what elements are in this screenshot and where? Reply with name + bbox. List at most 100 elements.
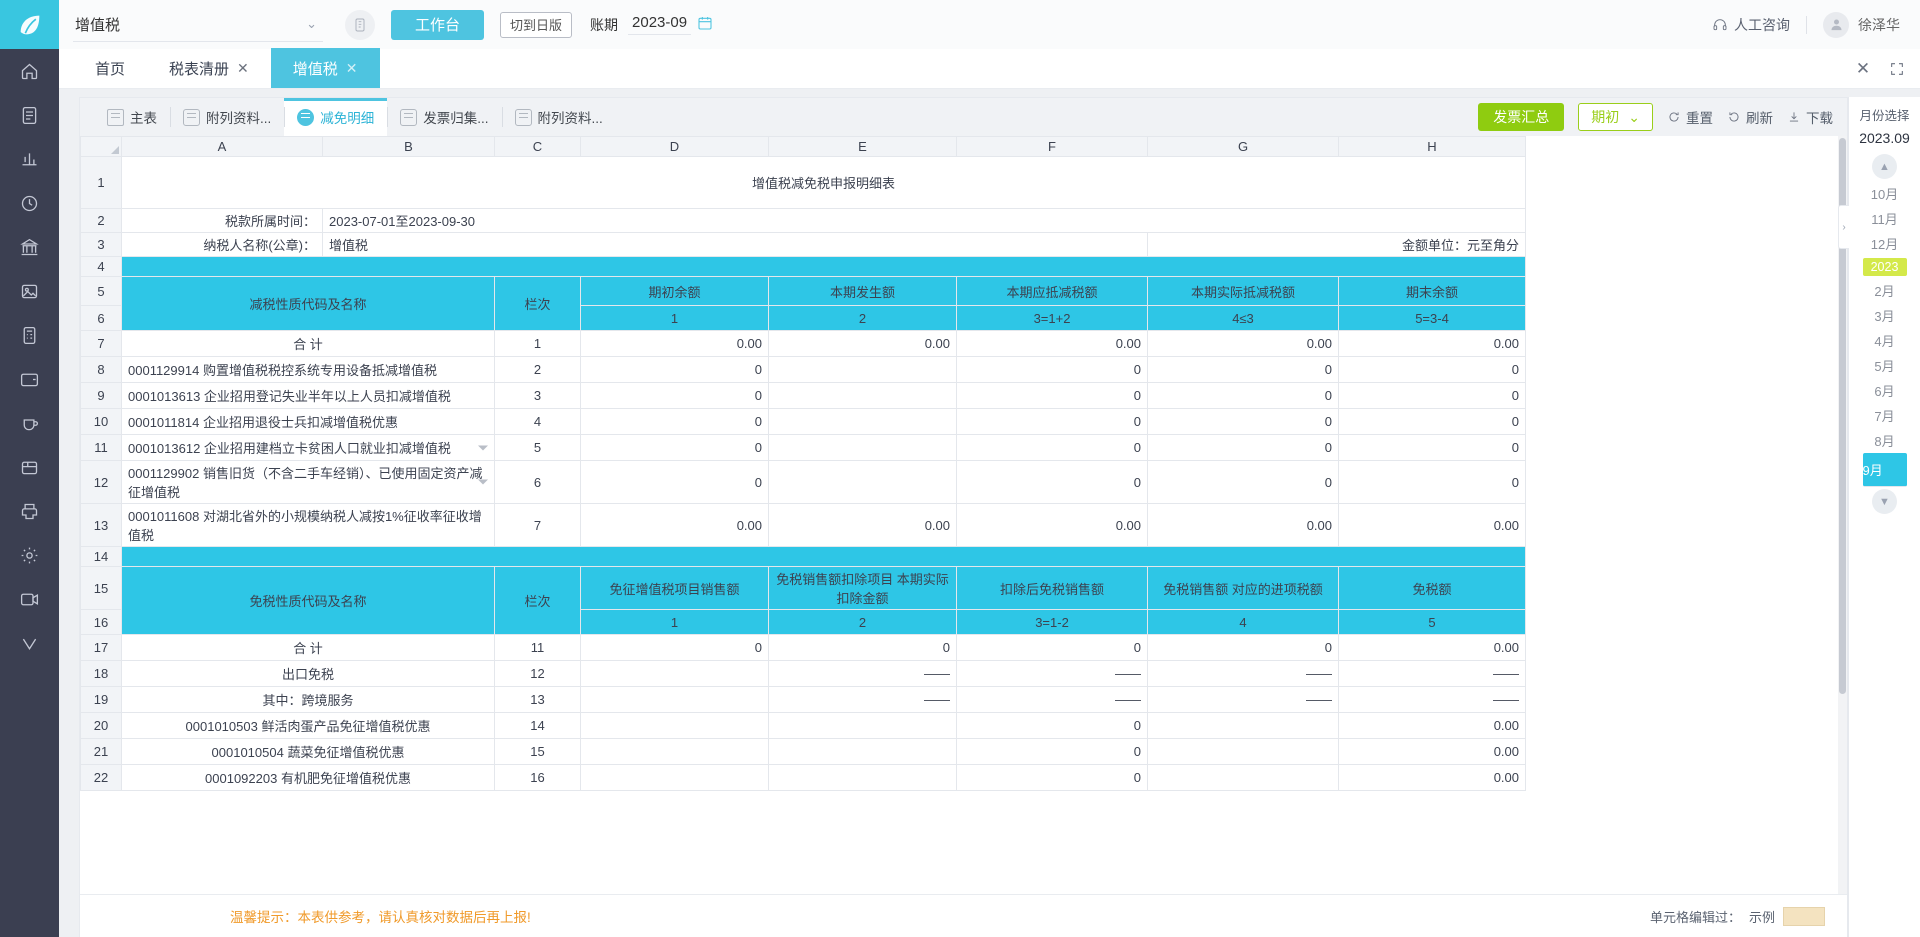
t2-head-line[interactable]: 栏次: [494, 566, 581, 635]
cell-value[interactable]: 0: [580, 382, 769, 409]
subtab-main-table[interactable]: 主表: [94, 98, 170, 136]
cell-line[interactable]: 16: [494, 764, 581, 791]
sidebar-item-cup[interactable]: [0, 401, 59, 445]
cell-value[interactable]: 0.00: [1338, 764, 1526, 791]
cell-value[interactable]: 0: [580, 356, 769, 383]
row-header[interactable]: 3: [80, 232, 122, 257]
cell-value[interactable]: ——: [956, 660, 1148, 687]
row-header[interactable]: 14: [80, 546, 122, 567]
t2-head-num-3[interactable]: 3=1-2: [956, 609, 1148, 635]
scrollbar-thumb[interactable]: [1839, 138, 1846, 694]
cell-value[interactable]: ——: [768, 686, 957, 713]
cell-value[interactable]: 0: [1338, 356, 1526, 383]
tab-tax-list[interactable]: 税表清册 ✕: [147, 48, 271, 88]
cell-name[interactable]: 0001129902 销售旧货（不含二手车经销）、已使用固定资产减征增值税: [121, 460, 495, 504]
cell-value[interactable]: 0: [956, 764, 1148, 791]
cell-value[interactable]: 0: [1147, 434, 1339, 461]
month-option-2[interactable]: 2月: [1874, 284, 1895, 299]
t1-head-num-1[interactable]: 1: [580, 305, 769, 331]
row-header[interactable]: 11: [80, 434, 122, 461]
cell-value[interactable]: [580, 712, 769, 739]
t2-head-num-1[interactable]: 1: [580, 609, 769, 635]
t1-head-name[interactable]: 减税性质代码及名称: [121, 276, 495, 331]
spreadsheet[interactable]: A B C D E F G H 1: [80, 136, 1838, 894]
t1-head-num-2[interactable]: 2: [768, 305, 957, 331]
cell-value[interactable]: [1147, 738, 1339, 765]
close-icon[interactable]: ✕: [345, 59, 358, 76]
cell-value[interactable]: [768, 382, 957, 409]
t2-head-num-4[interactable]: 4: [1147, 609, 1339, 635]
t2-head-col-3[interactable]: 扣除后免税销售额: [956, 566, 1148, 610]
chevron-down-icon[interactable]: ▼: [1872, 489, 1897, 514]
chevron-up-icon[interactable]: ▲: [1872, 154, 1897, 179]
cell-line[interactable]: 3: [494, 382, 581, 409]
sidebar-item-images[interactable]: [0, 269, 59, 313]
cell-value[interactable]: 0: [580, 434, 769, 461]
column-header-f[interactable]: F: [956, 136, 1148, 157]
workbench-button[interactable]: 工作台: [391, 9, 485, 40]
row-header[interactable]: 16: [80, 609, 122, 635]
cell-value[interactable]: 0: [1147, 408, 1339, 435]
cell-value[interactable]: 0.00: [768, 503, 957, 547]
row-header[interactable]: 18: [80, 660, 122, 687]
cell-value[interactable]: 0.00: [1147, 503, 1339, 547]
sidebar-item-reports[interactable]: [0, 137, 59, 181]
column-header-c[interactable]: C: [494, 136, 581, 157]
month-option-8[interactable]: 8月: [1874, 434, 1895, 449]
row-header[interactable]: 2: [80, 208, 122, 233]
t2-head-col-1[interactable]: 免征增值税项目销售额: [580, 566, 769, 610]
cell-value[interactable]: 0: [580, 460, 769, 504]
sidebar-item-history[interactable]: [0, 181, 59, 225]
sheet-title[interactable]: 增值税减免税申报明细表: [121, 156, 1526, 209]
row-header[interactable]: 17: [80, 634, 122, 661]
period-select-dropdown[interactable]: 期初 ⌄: [1578, 103, 1653, 131]
t1-head-col-4[interactable]: 本期实际抵减税额: [1147, 276, 1339, 306]
cell-value[interactable]: 0.00: [1338, 738, 1526, 765]
cell-value[interactable]: 0: [956, 634, 1148, 661]
cell-value[interactable]: ——: [1338, 686, 1526, 713]
month-option-6[interactable]: 6月: [1874, 384, 1895, 399]
row-header[interactable]: 1: [80, 156, 122, 209]
subtab-attachment-1[interactable]: 附列资料...: [170, 98, 284, 136]
meta-value-period[interactable]: 2023-07-01至2023-09-30: [322, 208, 1526, 233]
cell-value[interactable]: [768, 356, 957, 383]
row-header[interactable]: 13: [80, 503, 122, 547]
row-header[interactable]: 15: [80, 566, 122, 610]
cell-value[interactable]: ——: [1338, 660, 1526, 687]
cell-value[interactable]: 0.00: [1147, 330, 1339, 357]
row-header[interactable]: 12: [80, 460, 122, 504]
month-option-5[interactable]: 5月: [1874, 359, 1895, 374]
sheet-corner[interactable]: [80, 136, 122, 157]
cell-value[interactable]: [580, 764, 769, 791]
month-option-10[interactable]: 10月: [1870, 187, 1899, 202]
cell-name[interactable]: 出口免税: [121, 660, 495, 687]
sidebar-item-calculator[interactable]: [0, 313, 59, 357]
cell-value[interactable]: 0.00: [1338, 503, 1526, 547]
cell-value[interactable]: [580, 660, 769, 687]
sidebar-item-printer[interactable]: [0, 489, 59, 533]
cell-value[interactable]: ——: [1147, 660, 1339, 687]
cell-name[interactable]: 0001011608 对湖北省外的小规模纳税人减按1%征收率征收增值税: [121, 503, 495, 547]
download-button[interactable]: 下载: [1787, 107, 1833, 127]
t1-head-line[interactable]: 栏次: [494, 276, 581, 331]
cell-value[interactable]: ——: [768, 660, 957, 687]
cell-line[interactable]: 13: [494, 686, 581, 713]
tax-type-selector[interactable]: 增值税 ⌄: [73, 8, 323, 42]
cell-line[interactable]: 2: [494, 356, 581, 383]
calendar-icon[interactable]: [697, 15, 713, 35]
cell-value[interactable]: 0.00: [580, 330, 769, 357]
cell-value[interactable]: [580, 738, 769, 765]
cell-name[interactable]: 合 计: [121, 634, 495, 661]
sidebar-item-home[interactable]: [0, 49, 59, 93]
t2-head-num-2[interactable]: 2: [768, 609, 957, 635]
cell-value[interactable]: [768, 738, 957, 765]
cell-value[interactable]: 0: [956, 434, 1148, 461]
cell-value[interactable]: [768, 764, 957, 791]
switch-daily-button[interactable]: 切到日版: [500, 11, 573, 38]
row-header[interactable]: 5: [80, 276, 122, 306]
cell-value[interactable]: 0: [580, 634, 769, 661]
column-header-d[interactable]: D: [580, 136, 769, 157]
sheet-vertical-scrollbar[interactable]: [1838, 136, 1847, 894]
cell-value[interactable]: 0.00: [1338, 634, 1526, 661]
cell-value[interactable]: 0: [1338, 434, 1526, 461]
